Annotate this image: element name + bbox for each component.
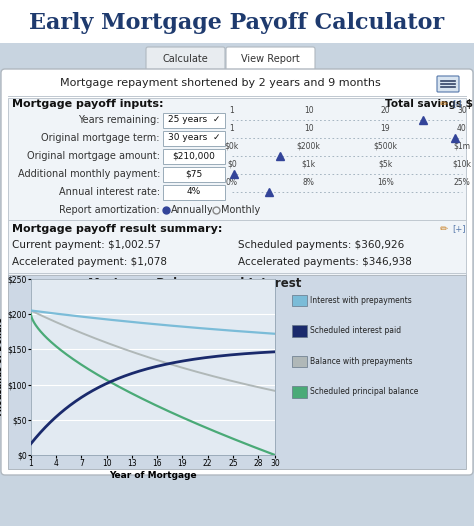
Text: Scheduled principal balance: Scheduled principal balance [310, 387, 419, 397]
Text: Accelerated payment: $1,078: Accelerated payment: $1,078 [12, 257, 167, 267]
Text: $200k: $200k [297, 142, 320, 151]
Text: Scheduled interest paid: Scheduled interest paid [310, 326, 401, 336]
Bar [8, 98, 466, 291]
Text: View Report: View Report [241, 54, 300, 64]
Text: Original mortgage term:: Original mortgage term: [42, 133, 160, 143]
X-axis label: Year of Mortgage: Year of Mortgage [109, 471, 197, 480]
Text: 4%: 4% [187, 187, 201, 197]
Bar [0, 43, 474, 71]
Text: 19: 19 [381, 124, 390, 133]
Text: $210,000: $210,000 [173, 151, 216, 160]
Y-axis label: Thousands of Dollars: Thousands of Dollars [0, 317, 4, 417]
Text: ✏: ✏ [440, 99, 448, 109]
FancyBboxPatch shape [437, 76, 459, 92]
Text: 40: 40 [457, 124, 467, 133]
Text: $0k: $0k [225, 142, 239, 151]
Text: Annual interest rate:: Annual interest rate: [59, 187, 160, 197]
Text: Original mortgage amount:: Original mortgage amount: [27, 151, 160, 161]
Text: $10k: $10k [453, 160, 472, 169]
Text: 10: 10 [304, 106, 313, 115]
Text: 20: 20 [381, 106, 390, 115]
FancyBboxPatch shape [226, 47, 315, 71]
Text: Total savings $13,988: Total savings $13,988 [385, 99, 474, 109]
Text: 25 years  ✓: 25 years ✓ [168, 116, 220, 125]
Text: 16%: 16% [377, 178, 394, 187]
Text: $5k: $5k [378, 160, 392, 169]
Bar [163, 167, 225, 182]
Text: 1: 1 [229, 106, 234, 115]
Text: 1: 1 [229, 124, 234, 133]
Text: Report amortization:: Report amortization: [59, 205, 160, 215]
Text: 8%: 8% [303, 178, 315, 187]
Text: Early Mortgage Payoff Calculator: Early Mortgage Payoff Calculator [29, 12, 445, 34]
Bar [163, 131, 225, 146]
Bar [163, 113, 225, 128]
Text: 30 years  ✓: 30 years ✓ [168, 134, 220, 143]
FancyBboxPatch shape [1, 69, 473, 475]
Text: Scheduled payments: $360,926: Scheduled payments: $360,926 [238, 240, 404, 250]
Text: Mortgage payoff inputs:: Mortgage payoff inputs: [12, 99, 164, 109]
Text: $500k: $500k [374, 142, 397, 151]
Text: Calculate: Calculate [162, 54, 208, 64]
Text: Balance with prepayments: Balance with prepayments [310, 357, 413, 366]
Bar [163, 149, 225, 164]
Text: Additional monthly payment:: Additional monthly payment: [18, 169, 160, 179]
Text: Interest with prepayments: Interest with prepayments [310, 296, 412, 305]
Text: Mortgage Balances and Interest: Mortgage Balances and Interest [88, 277, 301, 289]
Text: Monthly: Monthly [221, 205, 260, 215]
Text: ✏: ✏ [440, 224, 448, 234]
Text: 25%: 25% [454, 178, 470, 187]
Text: Years remaining:: Years remaining: [79, 115, 160, 125]
Text: $75: $75 [185, 169, 202, 178]
Text: Mortgage repayment shortened by 2 years and 9 months: Mortgage repayment shortened by 2 years … [60, 78, 380, 88]
Bar [8, 275, 466, 469]
Text: Annually: Annually [171, 205, 214, 215]
Text: Mortgage payoff result summary:: Mortgage payoff result summary: [12, 224, 222, 234]
Text: $0: $0 [227, 160, 237, 169]
Text: 0%: 0% [226, 178, 238, 187]
FancyBboxPatch shape [146, 47, 225, 71]
Bar [0, 0, 474, 45]
Text: [+]: [+] [452, 225, 465, 234]
Text: $1k: $1k [301, 160, 316, 169]
Text: 30: 30 [457, 106, 467, 115]
Text: Accelerated payments: $346,938: Accelerated payments: $346,938 [238, 257, 412, 267]
Bar [163, 185, 225, 200]
Text: 10: 10 [304, 124, 313, 133]
Text: Current payment: $1,002.57: Current payment: $1,002.57 [12, 240, 161, 250]
Text: $1m: $1m [454, 142, 471, 151]
Text: [-]: [-] [452, 99, 462, 108]
